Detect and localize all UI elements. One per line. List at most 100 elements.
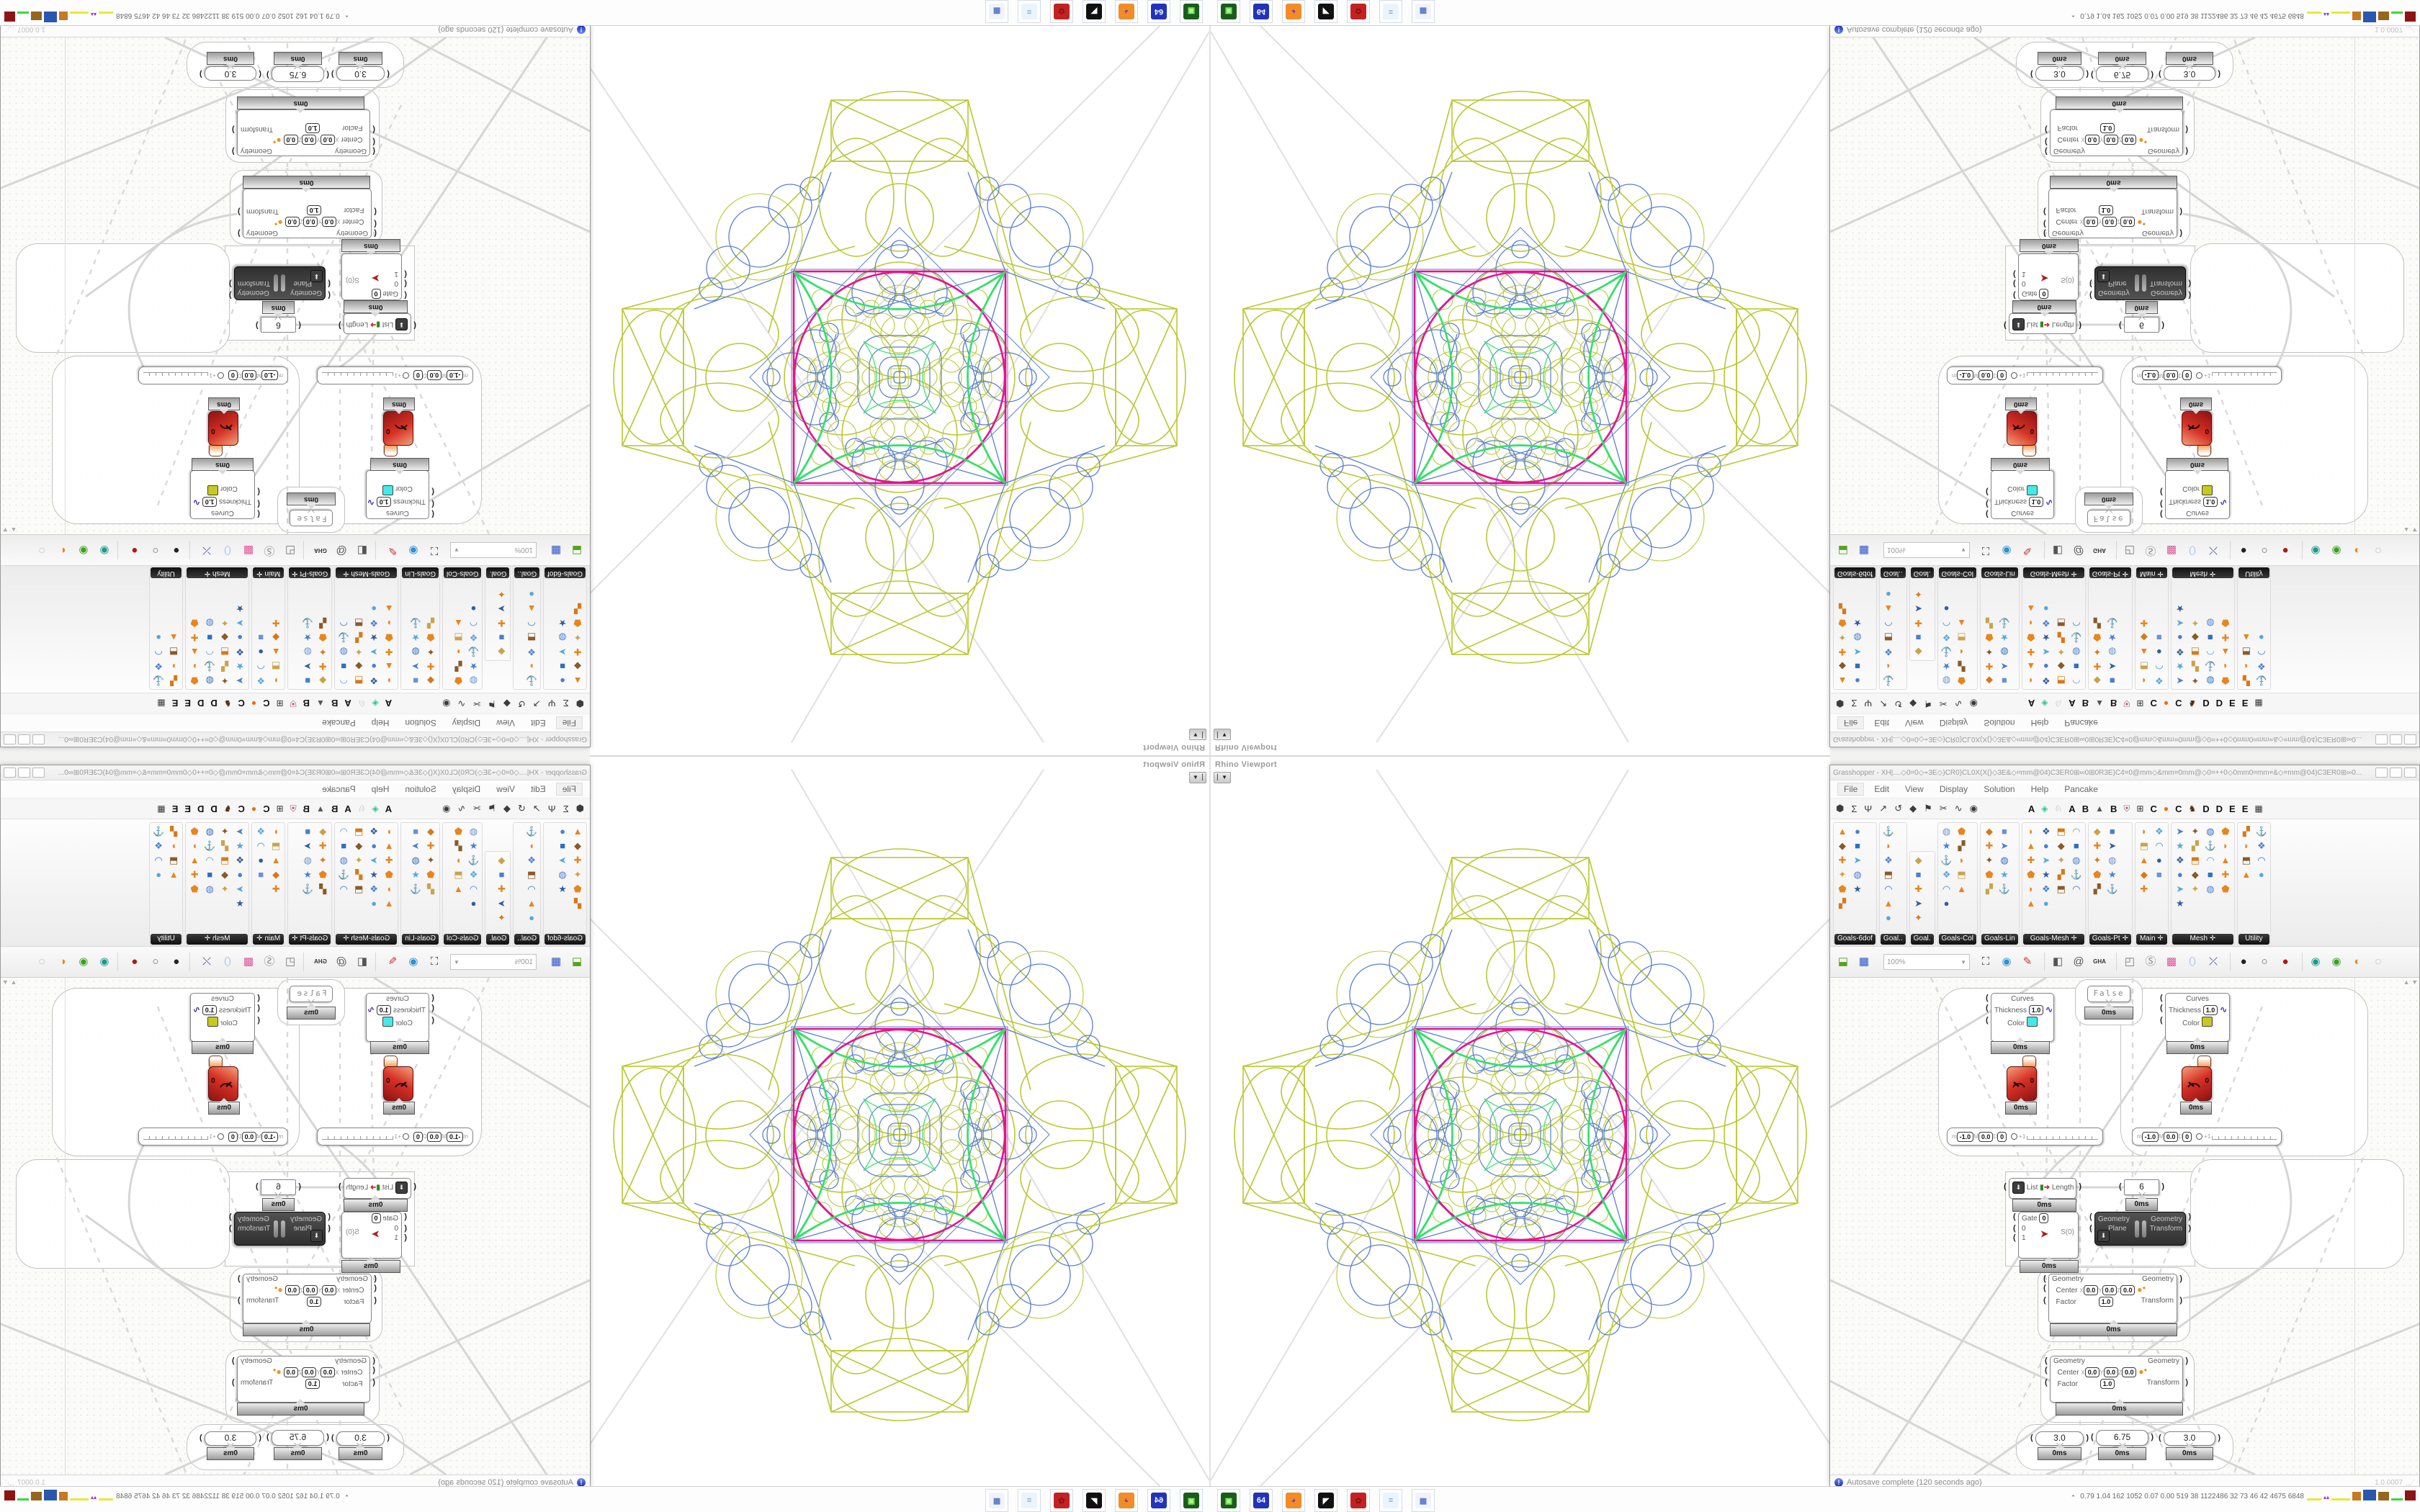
palette-component-icon[interactable]: ▲ bbox=[2026, 661, 2036, 672]
close-button[interactable] bbox=[2404, 734, 2416, 744]
md-max-value[interactable]: 0.0 bbox=[241, 370, 257, 381]
emulator-icon[interactable]: ▣ bbox=[1180, 1489, 1203, 1512]
palette-component-icon[interactable]: ▲ bbox=[526, 898, 537, 909]
palette-component-icon[interactable]: ● bbox=[529, 589, 535, 600]
plugin-tab-a-0[interactable]: A bbox=[2027, 698, 2035, 709]
palette-component-icon[interactable]: ◠ bbox=[1942, 883, 1951, 894]
floppy-64-icon[interactable]: 64 bbox=[1250, 0, 1273, 23]
palette-component-icon[interactable]: ◠ bbox=[205, 855, 214, 865]
palette-component-icon[interactable]: ◗ bbox=[2027, 618, 2034, 629]
slider-knob[interactable] bbox=[2196, 372, 2203, 379]
palette-component-icon[interactable]: ⚓ bbox=[2204, 840, 2216, 851]
palette-component-icon[interactable]: ◆ bbox=[2140, 869, 2148, 880]
palette-component-icon[interactable]: ▲ bbox=[189, 855, 200, 865]
palette-component-icon[interactable]: ❖ bbox=[369, 618, 379, 629]
plugin-tab-a-3[interactable]: A bbox=[2069, 698, 2076, 709]
minimize-button[interactable] bbox=[32, 734, 45, 744]
document-icon[interactable]: ◰ bbox=[284, 544, 296, 557]
tab-params-icon[interactable]: ⬢ bbox=[1836, 803, 1845, 814]
palette-component-icon[interactable]: ◠ bbox=[527, 618, 536, 629]
palette-component-icon[interactable]: ● bbox=[371, 840, 377, 851]
palette-component-icon[interactable]: ◠ bbox=[256, 840, 265, 851]
palette-component-icon[interactable]: ✦ bbox=[220, 618, 229, 629]
palette-component-icon[interactable]: ✚ bbox=[1914, 883, 1923, 894]
palette-component-icon[interactable]: ⬟ bbox=[2093, 869, 2102, 880]
slider-track[interactable] bbox=[143, 1133, 208, 1140]
md-slider[interactable]: m -1.0 M 0.0 D 0 +1 bbox=[1947, 366, 2103, 384]
pin-teal-icon[interactable]: ◉ bbox=[99, 544, 109, 557]
palette-component-icon[interactable]: ▲ bbox=[2026, 840, 2036, 851]
md-min-value[interactable]: -1.0 bbox=[1956, 370, 1974, 381]
palette-component-icon[interactable]: ◍ bbox=[2072, 647, 2081, 657]
number-panel[interactable]: 6 bbox=[2124, 313, 2159, 333]
palette-component-icon[interactable]: ▞ bbox=[2057, 632, 2065, 643]
palette-component-icon[interactable]: ◆ bbox=[1914, 647, 1922, 657]
palette-component-icon[interactable]: ➤ bbox=[236, 826, 244, 837]
gh-canvas[interactable]: ▲ ▼Curves Thickness 1.0 ∿ Color 0msFalse… bbox=[1, 978, 590, 1475]
plugin-tab-c-11[interactable]: C bbox=[238, 803, 245, 814]
palette-component-icon[interactable]: ⚓ bbox=[2070, 632, 2082, 643]
close-button[interactable] bbox=[2404, 768, 2416, 778]
pin-green-icon[interactable]: ◉ bbox=[2331, 544, 2341, 557]
palette-component-icon[interactable]: ● bbox=[156, 869, 162, 880]
palette-component-icon[interactable]: ➤ bbox=[558, 855, 567, 865]
palette-component-icon[interactable]: ➤ bbox=[369, 855, 378, 865]
tab-mesh-icon[interactable]: ⚑ bbox=[1924, 803, 1932, 814]
palette-component-icon[interactable]: ★ bbox=[236, 898, 244, 909]
palette-component-icon[interactable]: ▞ bbox=[1839, 898, 1846, 909]
palette-component-icon[interactable]: ▲ bbox=[2026, 603, 2036, 614]
palette-component-icon[interactable]: ▞ bbox=[454, 661, 462, 672]
kangaroo-solver-component[interactable]: 0 bbox=[208, 1066, 238, 1101]
palette-component-icon[interactable]: ⬟ bbox=[318, 869, 327, 880]
palette-component-icon[interactable]: ⚓ bbox=[1882, 826, 1895, 837]
palette-component-icon[interactable]: ❖ bbox=[527, 855, 536, 865]
preview-half-icon[interactable]: ◐ bbox=[59, 955, 66, 968]
palette-component-icon[interactable]: ✦ bbox=[220, 675, 229, 686]
palette-component-icon[interactable]: ★ bbox=[2041, 632, 2051, 643]
palette-component-icon[interactable]: ✦ bbox=[2057, 855, 2066, 865]
grasshopper-titlebar[interactable]: Grasshopper - XH|....◇0⌗0◇⌁3E◇)CR0)CL0X(… bbox=[1830, 732, 2419, 747]
list-download-icon[interactable]: ⬇ bbox=[395, 318, 408, 331]
strings-icon[interactable]: ⤫ bbox=[2208, 955, 2218, 968]
palette-component-icon[interactable]: ❖ bbox=[154, 661, 163, 672]
palette-component-icon[interactable]: ⬒ bbox=[220, 647, 230, 657]
gha-icon[interactable]: GHA bbox=[314, 958, 327, 965]
palette-component-icon[interactable]: ⬟ bbox=[426, 632, 435, 643]
palette-component-icon[interactable]: ➤ bbox=[2042, 647, 2051, 657]
canvas-scroll-arrows[interactable]: ▲ ▼ bbox=[2, 526, 17, 534]
palette-component-icon[interactable]: ◍ bbox=[558, 869, 567, 880]
palette-component-icon[interactable]: ▞ bbox=[1839, 603, 1846, 614]
palette-component-icon[interactable]: ★ bbox=[369, 632, 379, 643]
menu-item-pancake[interactable]: Pancake bbox=[2064, 784, 2098, 794]
calculator-icon[interactable]: ▦ bbox=[985, 0, 1008, 23]
palette-component-icon[interactable]: ◍ bbox=[303, 855, 312, 865]
red-badge-icon[interactable]: ✿ bbox=[1347, 0, 1370, 23]
palette-component-icon[interactable]: ▲ bbox=[573, 826, 583, 837]
palette-component-icon[interactable]: ◍ bbox=[2206, 675, 2215, 686]
palette-component-icon[interactable]: ✚ bbox=[2221, 632, 2230, 643]
palette-component-icon[interactable]: ◠ bbox=[2072, 618, 2081, 629]
palette-component-icon[interactable]: ⚓ bbox=[338, 632, 350, 643]
palette-component-icon[interactable]: ■ bbox=[2109, 675, 2115, 686]
palette-component-icon[interactable]: ✦ bbox=[2191, 883, 2200, 894]
plugin-tab-icon-17[interactable]: ▦ bbox=[157, 698, 166, 708]
palette-component-icon[interactable]: ◍ bbox=[2206, 883, 2215, 894]
palette-component-icon[interactable]: ⚓ bbox=[409, 883, 422, 894]
palette-group-label[interactable]: Goal. bbox=[1910, 567, 1934, 578]
palette-component-icon[interactable]: ✚ bbox=[190, 869, 199, 880]
palette-component-icon[interactable]: ⬒ bbox=[2139, 840, 2148, 851]
palette-component-icon[interactable]: ➤ bbox=[2042, 855, 2051, 865]
palette-component-icon[interactable]: ★ bbox=[1853, 883, 1862, 894]
palette-component-icon[interactable]: ◗ bbox=[2222, 840, 2228, 851]
firefox-icon[interactable]: ◕ bbox=[1115, 0, 1138, 23]
slider-track[interactable] bbox=[2027, 372, 2098, 379]
maximize-button[interactable] bbox=[18, 734, 30, 744]
palette-component-icon[interactable]: ◆ bbox=[574, 840, 581, 851]
value-text[interactable]: 3.0 bbox=[337, 68, 384, 80]
palette-group-label[interactable]: Goal.. bbox=[1880, 567, 1906, 578]
tab-intersect-icon[interactable]: ✂ bbox=[472, 698, 481, 709]
palette-component-icon[interactable]: ● bbox=[560, 675, 565, 686]
palette-component-icon[interactable]: ❖ bbox=[1884, 647, 1893, 657]
palette-group-label[interactable]: Goals-Pt ✛ bbox=[289, 567, 331, 578]
palette-component-icon[interactable]: ■ bbox=[341, 661, 347, 672]
